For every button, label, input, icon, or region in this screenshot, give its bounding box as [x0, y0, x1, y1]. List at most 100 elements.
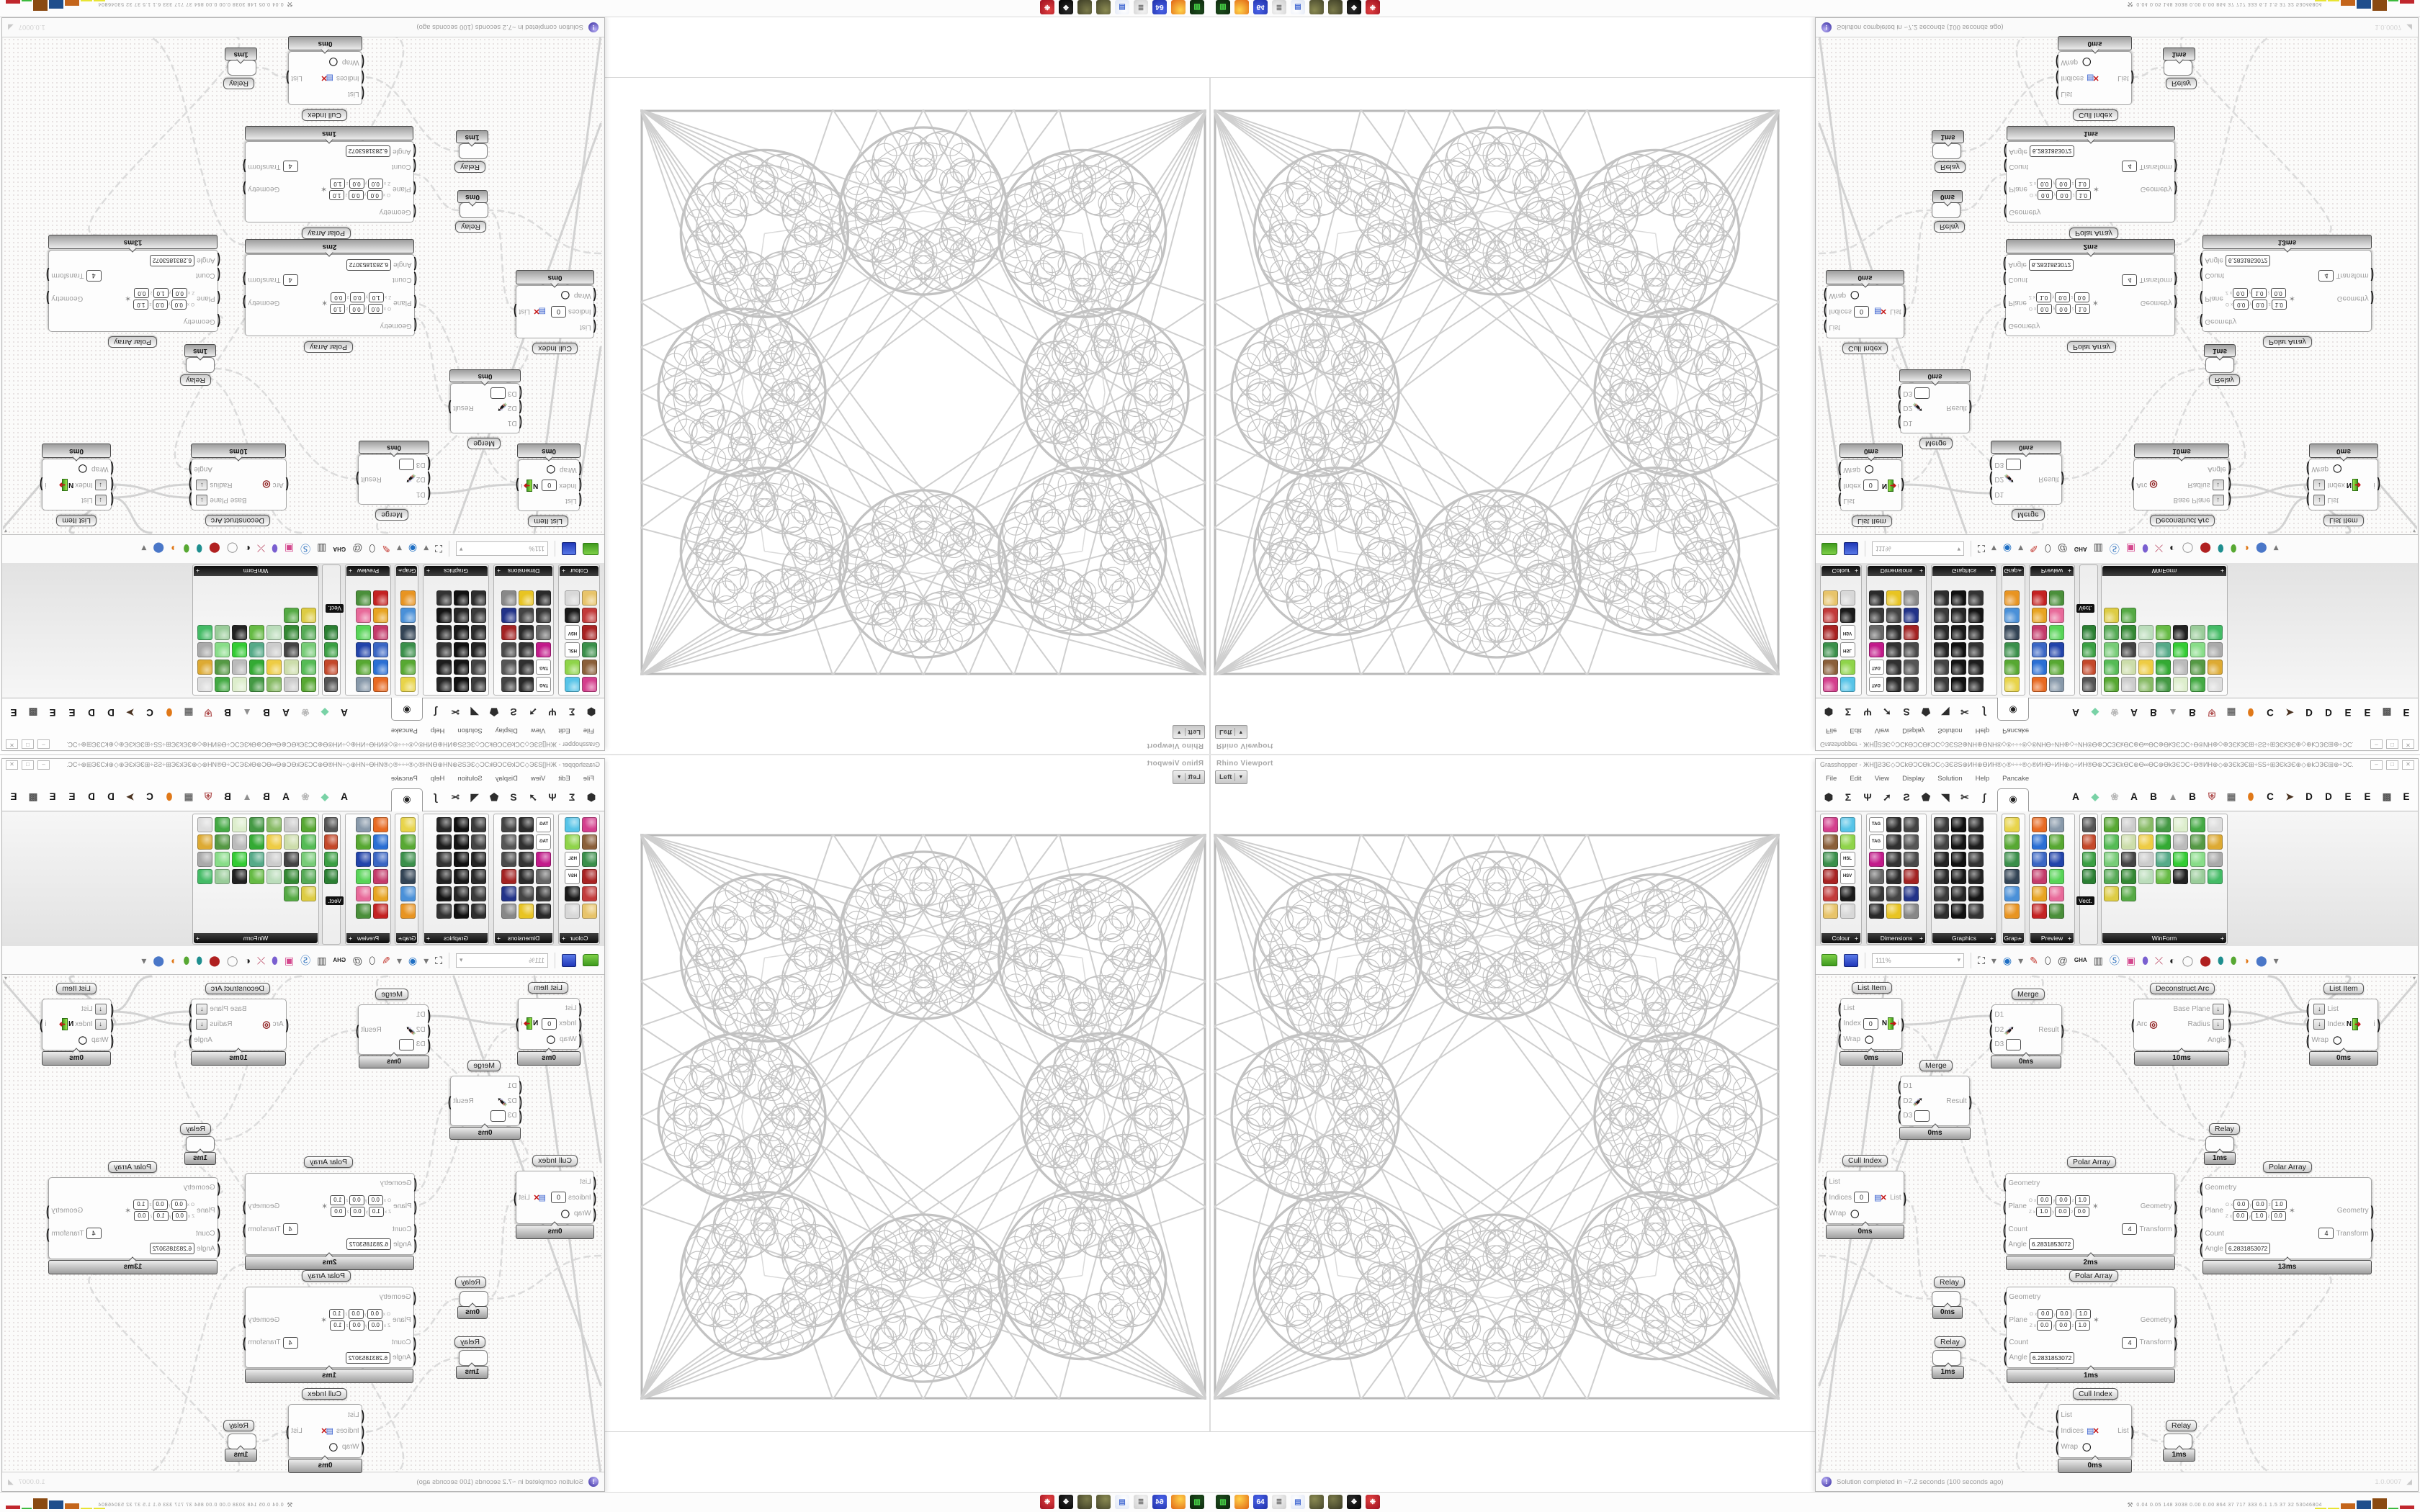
component-icon[interactable] — [2081, 851, 2096, 867]
menu-item-file[interactable]: File — [1826, 774, 1837, 783]
document-scroll-icon[interactable]: ≣ — [1272, 1495, 1286, 1509]
node-title-relay[interactable]: Relay — [455, 1277, 486, 1288]
input-port[interactable]: ( — [2004, 181, 2007, 198]
component-icon[interactable] — [2103, 660, 2119, 675]
plugin-tab[interactable]: E — [10, 707, 17, 718]
component-icon[interactable] — [1903, 590, 1919, 606]
node-title-polar-array[interactable]: Polar Array — [108, 1161, 157, 1173]
document-scroll-icon[interactable]: ≣ — [1272, 0, 1286, 14]
component-icon[interactable] — [356, 642, 372, 658]
component-icon[interactable] — [232, 834, 248, 850]
gh-node-merge[interactable]: (D1(D2 ➹ Result)(D3 — [1898, 1076, 1972, 1126]
window-icon[interactable]: ▥ — [317, 954, 327, 966]
node-title-list-item[interactable]: List Item — [528, 982, 568, 994]
plugin-tab[interactable]: B — [2189, 707, 2196, 718]
component-icon[interactable] — [2120, 608, 2136, 624]
output-port[interactable]: ) — [189, 492, 192, 508]
node-title-polar-array[interactable]: Polar Array — [304, 341, 353, 353]
dark-orb-icon-2[interactable] — [1077, 1495, 1092, 1509]
component-icon[interactable] — [436, 660, 452, 675]
bean-teal-icon[interactable]: ⬮ — [196, 543, 203, 555]
value-box[interactable]: 0.0 — [2074, 1207, 2089, 1218]
component-icon[interactable] — [400, 642, 416, 658]
input-port[interactable]: ( — [427, 471, 431, 488]
output-port[interactable]: ) — [189, 1001, 192, 1017]
component-icon[interactable] — [2120, 660, 2136, 675]
plugin-tab[interactable]: B — [224, 791, 231, 802]
node-title-relay[interactable]: Relay — [454, 1336, 485, 1348]
plugin-tab[interactable]: D — [107, 791, 115, 802]
component-icon[interactable] — [519, 903, 534, 919]
component-icon[interactable] — [324, 834, 339, 850]
component-icon[interactable] — [1822, 625, 1838, 641]
component-icon[interactable] — [324, 851, 339, 867]
component-icon[interactable] — [582, 590, 598, 606]
component-icon[interactable] — [215, 868, 230, 884]
component-icon[interactable] — [536, 903, 552, 919]
component-icon[interactable] — [2048, 642, 2064, 658]
dropdown-icon[interactable]: ▾ — [424, 954, 429, 966]
dropdown-icon[interactable]: ▾ — [141, 954, 147, 966]
component-icon[interactable] — [1950, 625, 1966, 641]
input-port[interactable]: ( — [1898, 400, 1901, 417]
component-icon[interactable] — [1903, 642, 1919, 658]
component-icon[interactable] — [1950, 816, 1966, 832]
value-box[interactable]: 1.0 — [2271, 299, 2287, 310]
input-port[interactable]: ( — [593, 319, 596, 336]
output-port[interactable]: ) — [1903, 303, 1906, 320]
dark-orb-icon[interactable] — [1096, 1495, 1111, 1509]
component-icon[interactable] — [1903, 886, 1919, 901]
component-icon[interactable] — [454, 886, 470, 901]
input-port[interactable]: ( — [413, 1349, 416, 1366]
value-box[interactable]: 0.0 — [171, 1211, 187, 1222]
gh-node-list-item[interactable]: (↓ List(↓ Index N ➜ i)(Wrap ◯ — [2306, 999, 2380, 1050]
component-icon[interactable] — [400, 677, 416, 693]
component-icon[interactable] — [1950, 642, 1966, 658]
ring-icon[interactable]: ◯ — [226, 543, 238, 555]
component-icon[interactable] — [1886, 868, 1901, 884]
value-box[interactable]: 1.0 — [2074, 179, 2090, 189]
output-port[interactable]: ) — [46, 290, 50, 307]
component-icon[interactable] — [2081, 660, 2096, 675]
resize-grip[interactable]: ◢ — [2406, 23, 2412, 32]
component-icon[interactable] — [1822, 851, 1838, 867]
input-port[interactable]: ( — [427, 456, 431, 473]
node-title-relay[interactable]: Relay — [180, 1123, 211, 1135]
component-icon[interactable] — [232, 625, 248, 641]
gh-node-list-item[interactable]: (List(Index 0 N ➜ i)(Wrap ◯ — [516, 459, 582, 511]
component-icon[interactable] — [2004, 642, 2020, 658]
gh-node-cull-index[interactable]: (List(Indices 0 ▤ ✕ List)(Wrap ◯ — [1824, 1171, 1906, 1224]
input-port[interactable]: ( — [2056, 1406, 2059, 1423]
dark-orb-icon-2[interactable] — [1328, 1495, 1343, 1509]
node-title-cull-index[interactable]: Cull Index — [2073, 1388, 2118, 1400]
category-tab-icon[interactable]: ✂ — [1960, 706, 1969, 718]
component-icon[interactable] — [232, 868, 248, 884]
node-title-cull-index[interactable]: Cull Index — [1842, 1155, 1888, 1166]
gh-node-list-item[interactable]: (List(Index 0 N ➜ i)(Wrap ◯ — [1838, 998, 1904, 1050]
component-icon[interactable] — [582, 677, 598, 693]
component-icon[interactable] — [2103, 642, 2119, 658]
component-icon[interactable] — [519, 886, 534, 901]
input-port[interactable]: ( — [1824, 1189, 1827, 1206]
gh-node-relay[interactable] — [459, 143, 488, 159]
bean-teal-icon[interactable]: ⬮ — [196, 954, 203, 966]
plugin-tab[interactable]: ⛨ — [2208, 707, 2216, 718]
wrap-toggle-icon[interactable]: ◯ — [328, 1443, 338, 1452]
component-icon[interactable] — [1933, 903, 1949, 919]
value-box[interactable]: 4 — [86, 1228, 102, 1240]
category-tab-icon[interactable]: ⬢ — [1824, 706, 1834, 718]
component-icon[interactable] — [301, 642, 317, 658]
component-icon[interactable] — [471, 590, 487, 606]
component-icon[interactable] — [582, 903, 598, 919]
category-tab-icon[interactable]: ⬟ — [489, 706, 499, 718]
component-icon[interactable] — [373, 903, 389, 919]
component-icon[interactable] — [232, 660, 248, 675]
output-port[interactable]: ) — [286, 70, 290, 86]
at-icon[interactable]: @ — [352, 954, 363, 966]
category-tab-icon[interactable]: ⬢ — [586, 791, 596, 803]
category-tab-icon[interactable]: Σ — [568, 791, 575, 803]
component-icon[interactable] — [2190, 816, 2205, 832]
ring-icon[interactable]: ◯ — [2182, 543, 2194, 555]
component-icon[interactable] — [1903, 625, 1919, 641]
input-port[interactable]: ( — [1838, 477, 1842, 494]
